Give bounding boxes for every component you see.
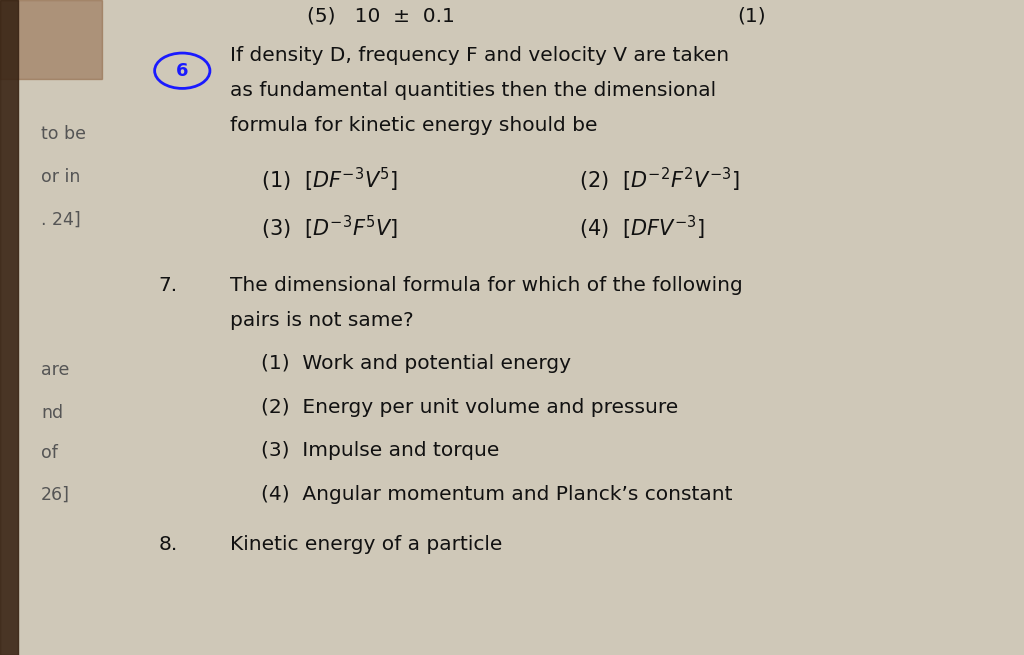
Text: 7.: 7. (159, 276, 178, 295)
Text: (2)  Energy per unit volume and pressure: (2) Energy per unit volume and pressure (261, 398, 678, 417)
Text: as fundamental quantities then the dimensional: as fundamental quantities then the dimen… (230, 81, 717, 100)
Text: of: of (41, 444, 57, 462)
Bar (0, 0, 102, 79)
Text: are: are (41, 361, 70, 379)
Text: formula for kinetic energy should be: formula for kinetic energy should be (230, 116, 598, 136)
Text: . 24]: . 24] (41, 210, 81, 229)
Text: to be: to be (41, 125, 86, 143)
Text: 8.: 8. (159, 535, 178, 555)
Text: pairs is not same?: pairs is not same? (230, 311, 414, 331)
Text: $(2)\ \ [D^{-2}F^2V^{-3}]$: $(2)\ \ [D^{-2}F^2V^{-3}]$ (579, 166, 739, 195)
Text: (5)   10  ±  0.1: (5) 10 ± 0.1 (307, 7, 455, 26)
Text: If density D, frequency F and velocity V are taken: If density D, frequency F and velocity V… (230, 45, 729, 65)
Bar (0, 0, 18, 655)
Text: (1)  Work and potential energy: (1) Work and potential energy (261, 354, 571, 373)
Text: $(3)\ \ [D^{-3}F^5V]$: $(3)\ \ [D^{-3}F^5V]$ (261, 214, 398, 242)
Text: 6: 6 (176, 62, 188, 80)
Text: or in: or in (41, 168, 80, 186)
Text: (3)  Impulse and torque: (3) Impulse and torque (261, 441, 500, 460)
Text: The dimensional formula for which of the following: The dimensional formula for which of the… (230, 276, 743, 295)
Text: Kinetic energy of a particle: Kinetic energy of a particle (230, 535, 503, 555)
Text: (4)  Angular momentum and Planck’s constant: (4) Angular momentum and Planck’s consta… (261, 485, 732, 504)
Text: nd: nd (41, 403, 63, 422)
Text: (1): (1) (737, 7, 766, 26)
Text: 26]: 26] (41, 485, 70, 504)
Text: $(4)\ \ [DFV^{-3}]$: $(4)\ \ [DFV^{-3}]$ (579, 214, 705, 242)
Text: $(1)\ \ [DF^{-3}V^5]$: $(1)\ \ [DF^{-3}V^5]$ (261, 166, 398, 195)
